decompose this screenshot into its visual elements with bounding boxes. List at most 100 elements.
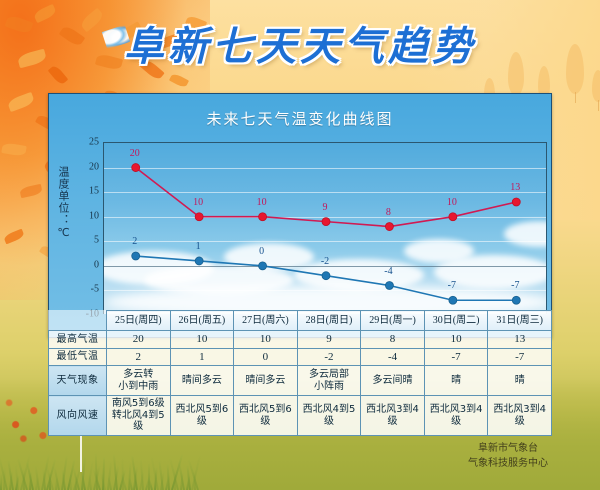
weather-cell: 晴间多云 [169,365,235,397]
gridline [104,192,546,194]
wind-cell: 西北风3到4级 [423,395,489,436]
low-temp-label: -7 [511,280,520,292]
footer-line-1: 阜新市气象台 [478,443,538,454]
high-temp-cell: 8 [360,330,425,349]
weather-cell: 多云局部 小阵雨 [296,365,362,397]
low-temp-label: 2 [132,236,138,248]
low-temp-cell: 0 [233,347,298,367]
y-tick-label: 20 [89,161,99,173]
row-label-high: 最高气温 [48,330,107,349]
wind-cell: 西北风5到6级 [169,395,235,436]
low-temp-label: 0 [259,245,265,257]
date-header-cell: 26日(周五) [169,310,235,331]
high-temp-cell: 13 [487,330,552,349]
y-tick-label: 10 [89,210,99,222]
footer-credits: 阜新市气象台 气象科技服务中心 [468,441,548,471]
faint-leaf-icon [566,44,584,103]
high-temp-label: 8 [385,206,391,218]
low-temp-label: -4 [384,265,393,277]
low-temp-point [321,271,331,281]
date-header-cell: 25日(周四) [106,310,171,331]
wind-cell: 西北风4到5级 [296,395,362,436]
gridline [104,216,546,218]
y-tick-label: 25 [89,136,99,148]
date-header-cell: 29日(周一) [360,310,425,331]
wind-cell: 西北风5到6级 [233,395,298,436]
low-temp-cell: -7 [487,347,552,367]
table-row-wind: 风向风速 南风5到6级 转北风4到5级 西北风5到6级 西北风5到6级 西北风4到5级 西北… [48,395,552,436]
chart-title: 未来七天气温变化曲线图 [206,110,394,128]
low-temp-label: -7 [447,280,457,292]
high-temp-label: 10 [446,196,457,208]
high-temp-point [131,163,141,172]
wind-cell: 南风5到6级 转北风4到5级 [106,395,171,436]
page-title: 阜新七天天气趋势 [124,24,476,70]
high-temp-label: 10 [256,196,267,208]
low-temp-label: -2 [320,255,330,267]
high-temp-point [194,212,204,222]
high-temp-point [258,212,267,222]
row-label-weather: 天气现象 [48,365,107,397]
low-temp-point [258,261,267,271]
grass-blade [49,473,52,490]
row-label-low: 最低气温 [48,347,107,367]
gridline [104,241,546,243]
grass-blade [68,473,72,490]
grass-blade [147,463,150,490]
date-header-cell: 28日(周日) [296,310,362,331]
date-header-cell: 30日(周二) [423,310,489,331]
weather-cell: 多云转 小到中雨 [106,365,171,397]
low-temp-cell: -7 [423,347,489,367]
wind-cell: 西北风3到4级 [487,395,552,436]
low-temp-point [131,251,141,261]
high-temp-cell: 10 [233,330,298,349]
low-temp-point [194,256,204,266]
high-temp-point [511,197,521,207]
y-tick-label: 0 [94,259,99,271]
weather-cell: 晴 [423,365,489,397]
low-temp-point [385,281,394,290]
high-temp-point [448,212,458,222]
low-temp-point [511,295,521,305]
high-temp-cell: 10 [423,330,489,349]
white-flower-stem [80,432,82,472]
table-corner-cell [49,311,107,331]
table-header-row: 25日(周四) 26日(周五) 27日(周六) 28日(周日) 29日(周一) 30日(周… [49,310,552,331]
row-label-wind: 风向风速 [48,395,107,436]
gridline [104,265,546,267]
low-temp-cell: -2 [296,347,362,367]
table-row-weather: 天气现象 多云转 小到中雨 晴间多云 晴间多云 多云局部 小阵雨 多云间晴晴晴 [48,365,552,397]
table-row-high: 最高气温 20 10 10 9 8 10 13 [48,330,552,349]
y-tick-label: -5 [90,283,99,295]
low-temp-label: 1 [195,240,201,252]
high-temp-label: 9 [322,201,328,213]
wind-cell: 西北风3到4级 [360,395,425,436]
faint-leaf-icon [592,70,600,111]
gridline [104,167,546,169]
gridline [104,290,546,292]
low-temp-cell: -4 [360,347,425,367]
high-temp-point [321,217,331,227]
high-temp-cell: 10 [169,330,235,349]
high-temp-label: 20 [129,147,140,159]
forecast-table: 25日(周四) 26日(周五) 27日(周六) 28日(周日) 29日(周一) 30日(周… [48,310,552,436]
weather-cell: 晴间多云 [233,365,298,397]
y-tick-label: 15 [89,185,99,197]
chart-plot-area [103,142,547,314]
low-temp-point [448,295,458,305]
low-temp-cell: 2 [106,347,171,367]
date-header-cell: 27日(周六) [233,310,298,331]
footer-line-2: 气象科技服务中心 [468,458,548,469]
date-header-cell: 31日(周三) [487,310,552,331]
high-temp-point [385,222,394,231]
table-row-low: 最低气温 2 1 0 -2 -4 -7 -7 [48,347,552,367]
high-temp-label: 10 [193,196,204,208]
low-temp-cell: 1 [169,347,235,367]
high-temp-cell: 9 [296,330,362,349]
weather-cell: 多云间晴 [360,365,425,397]
high-temp-cell: 20 [106,330,171,349]
high-temp-label: 13 [510,181,521,193]
